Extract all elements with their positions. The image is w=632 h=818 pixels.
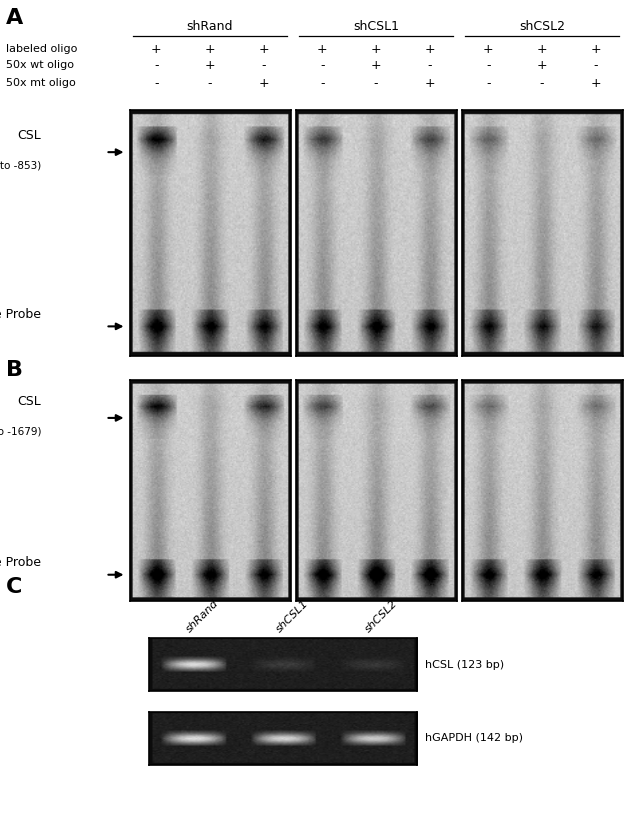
Text: +: +: [537, 43, 547, 56]
Text: CSL: CSL: [17, 129, 41, 142]
Text: +: +: [205, 43, 216, 56]
Text: labeled oligo: labeled oligo: [6, 44, 78, 54]
Text: hCSL (123 bp): hCSL (123 bp): [425, 659, 504, 670]
Text: +: +: [371, 43, 381, 56]
Text: shCSL1: shCSL1: [353, 20, 399, 33]
Text: hGAPDH (142 bp): hGAPDH (142 bp): [425, 733, 523, 744]
Text: -: -: [486, 77, 490, 90]
Text: -: -: [320, 77, 325, 90]
Text: +: +: [483, 43, 494, 56]
Text: CSL: CSL: [17, 395, 41, 408]
Text: C: C: [6, 577, 23, 596]
Text: -: -: [427, 59, 432, 72]
Text: +: +: [258, 43, 269, 56]
Text: -: -: [486, 59, 490, 72]
Text: shRand: shRand: [187, 20, 233, 33]
Text: A: A: [6, 8, 23, 28]
Text: (-1686 to -1679): (-1686 to -1679): [0, 426, 41, 436]
Text: -: -: [593, 59, 598, 72]
Text: +: +: [258, 77, 269, 90]
Text: 50x mt oligo: 50x mt oligo: [6, 79, 76, 88]
Text: +: +: [317, 43, 328, 56]
Text: -: -: [154, 77, 159, 90]
Text: -: -: [320, 59, 325, 72]
Text: shRand: shRand: [185, 597, 221, 634]
Text: +: +: [371, 59, 381, 72]
Text: shCSL2: shCSL2: [363, 598, 399, 634]
Text: 50x wt oligo: 50x wt oligo: [6, 61, 75, 70]
Text: (-846 to -853): (-846 to -853): [0, 160, 41, 170]
Text: -: -: [208, 77, 212, 90]
Text: +: +: [424, 77, 435, 90]
Text: +: +: [590, 43, 601, 56]
Text: +: +: [151, 43, 162, 56]
Text: -: -: [540, 77, 544, 90]
Text: shCSL1: shCSL1: [274, 598, 310, 634]
Text: -: -: [374, 77, 379, 90]
Text: +: +: [590, 77, 601, 90]
Text: +: +: [424, 43, 435, 56]
Text: shCSL2: shCSL2: [519, 20, 565, 33]
Text: -: -: [262, 59, 266, 72]
Text: +: +: [205, 59, 216, 72]
Text: Free Probe: Free Probe: [0, 308, 41, 321]
Text: -: -: [154, 59, 159, 72]
Text: Free Probe: Free Probe: [0, 556, 41, 569]
Text: B: B: [6, 360, 23, 380]
Text: +: +: [537, 59, 547, 72]
